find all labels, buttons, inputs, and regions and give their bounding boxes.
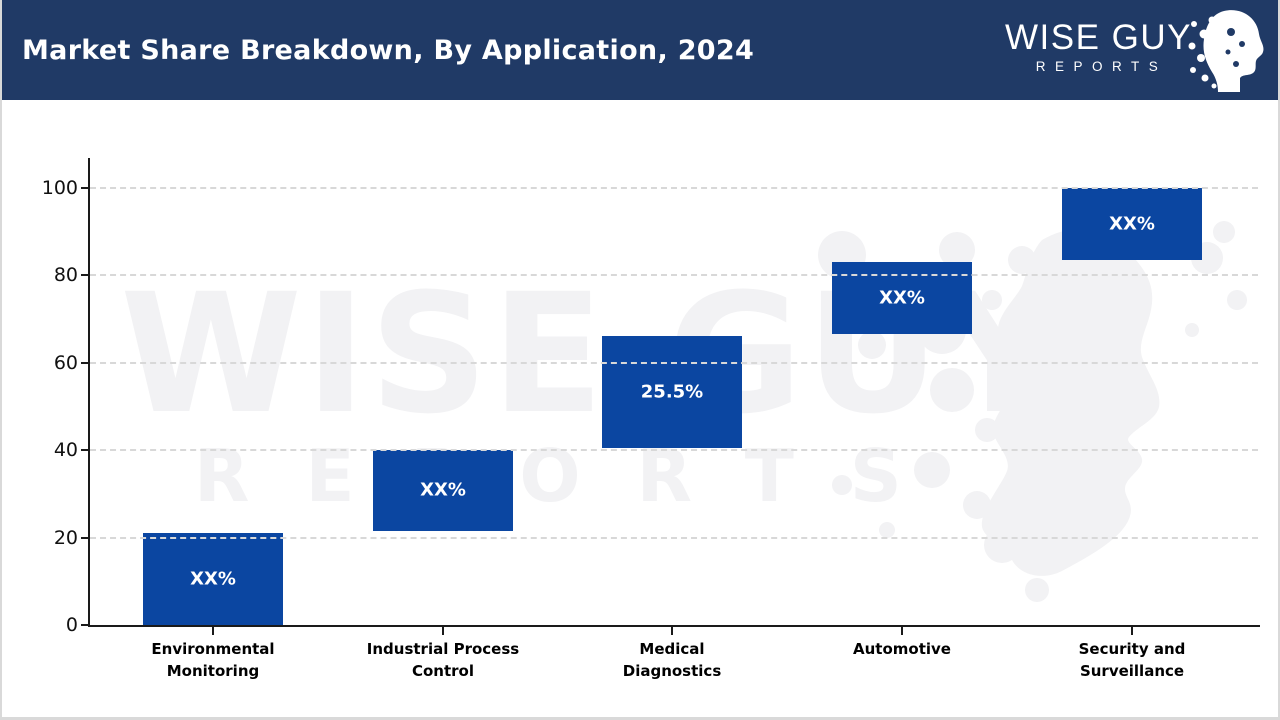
bar-segment [373, 450, 513, 531]
y-tick-label-20: 20 [53, 526, 78, 549]
bar-value-label: XX% [1109, 213, 1155, 235]
gridline-60 [90, 361, 1258, 364]
bar-value-label: XX% [190, 568, 236, 590]
logo-head-icon [1188, 10, 1264, 92]
x-category-label: Industrial Process Control [366, 640, 520, 680]
y-tick-label-80: 80 [53, 264, 78, 286]
x-tick [1131, 627, 1133, 635]
watermark-subtitle: REPORTS [194, 434, 958, 518]
y-tick-80 [81, 274, 89, 276]
y-tick-40 [81, 449, 89, 451]
y-tick-0 [81, 624, 89, 626]
y-axis-line [88, 158, 90, 627]
y-tick-20 [81, 536, 89, 539]
x-tick [671, 627, 673, 635]
bar-value-label: XX% [879, 287, 925, 309]
logo-wordmark: WISE GUY [1004, 18, 1192, 57]
bar-segment [602, 336, 742, 448]
y-tick-100 [81, 186, 89, 189]
x-category-label: Environmental Monitoring [151, 640, 275, 680]
bar-value-label: 25.5% [640, 381, 704, 403]
gridline-40 [90, 449, 1258, 451]
y-tick-label-40: 40 [53, 439, 78, 461]
page-title: Market Share Breakdown, By Application, … [22, 34, 755, 66]
y-tick-label-0: 0 [65, 614, 78, 636]
y-tick-60 [81, 361, 89, 364]
x-tick [901, 627, 903, 635]
header-bar: Market Share Breakdown, By Application, … [2, 0, 1278, 100]
x-category-label: Automotive [853, 640, 951, 658]
wise-guy-reports-logo: WISE GUY REPORTS [1005, 8, 1270, 94]
x-axis-line [88, 625, 1260, 627]
gridline-80 [90, 274, 1258, 276]
bar-segment [1062, 187, 1202, 260]
x-tick [442, 627, 444, 635]
x-category-label: Security and Surveillance [1078, 640, 1186, 680]
y-tick-label-60: 60 [53, 351, 78, 374]
y-tick-label-100: 100 [41, 176, 78, 199]
bar-value-label: XX% [420, 479, 466, 501]
bar-segment [832, 261, 972, 335]
gridline-100 [90, 186, 1258, 189]
logo-subtitle: REPORTS [1035, 59, 1168, 74]
x-tick [212, 627, 214, 635]
gridline-20 [90, 536, 1258, 539]
x-category-label: Medical Diagnostics [622, 640, 722, 680]
bar-segment [143, 533, 283, 625]
logo-text: WISE GUY REPORTS [1004, 18, 1192, 75]
